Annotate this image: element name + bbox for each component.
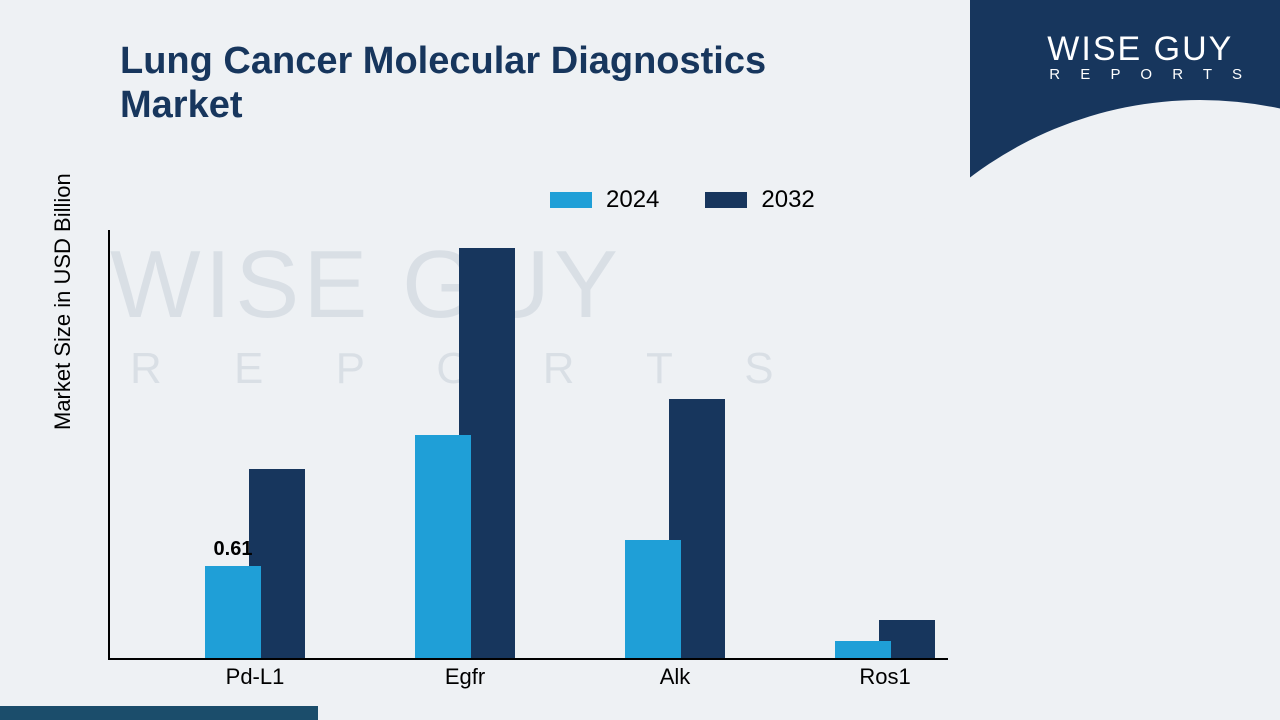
chart-area: Market Size in USD Billion 2024 2032 0.6… xyxy=(60,200,960,680)
bottom-accent-bar xyxy=(0,706,318,720)
bar-2024 xyxy=(625,540,681,658)
legend: 2024 2032 xyxy=(550,186,815,214)
brand-logo: WISE GUY R E P O R T S xyxy=(1047,30,1250,83)
legend-item-2024: 2024 xyxy=(550,186,659,214)
plot-area: 0.61Pd-L1EgfrAlkRos1 xyxy=(108,230,948,660)
category-label: Alk xyxy=(660,664,691,690)
bar-group: Egfr xyxy=(390,248,540,658)
bar-2024 xyxy=(415,435,471,658)
bar-group: 0.61Pd-L1 xyxy=(180,469,330,658)
canvas: WISE GUY R E P O R T S WISE GUY R E P O … xyxy=(0,0,1280,720)
legend-label-2032: 2032 xyxy=(761,186,814,214)
legend-item-2032: 2032 xyxy=(705,186,814,214)
category-label: Ros1 xyxy=(859,664,910,690)
brand-logo-line2: R E P O R T S xyxy=(1049,66,1250,83)
y-axis-label: Market Size in USD Billion xyxy=(50,173,76,430)
legend-swatch-2024 xyxy=(550,192,592,208)
bar-2024 xyxy=(835,641,891,658)
legend-label-2024: 2024 xyxy=(606,186,659,214)
bar-2024: 0.61 xyxy=(205,566,261,658)
bar-value-label: 0.61 xyxy=(214,538,253,561)
category-label: Egfr xyxy=(445,664,485,690)
legend-swatch-2032 xyxy=(705,192,747,208)
category-label: Pd-L1 xyxy=(226,664,285,690)
brand-logo-line1: WISE GUY xyxy=(1047,30,1233,68)
bar-group: Ros1 xyxy=(810,620,960,658)
chart-title: Lung Cancer Molecular Diagnostics Market xyxy=(120,40,860,127)
bar-group: Alk xyxy=(600,399,750,659)
